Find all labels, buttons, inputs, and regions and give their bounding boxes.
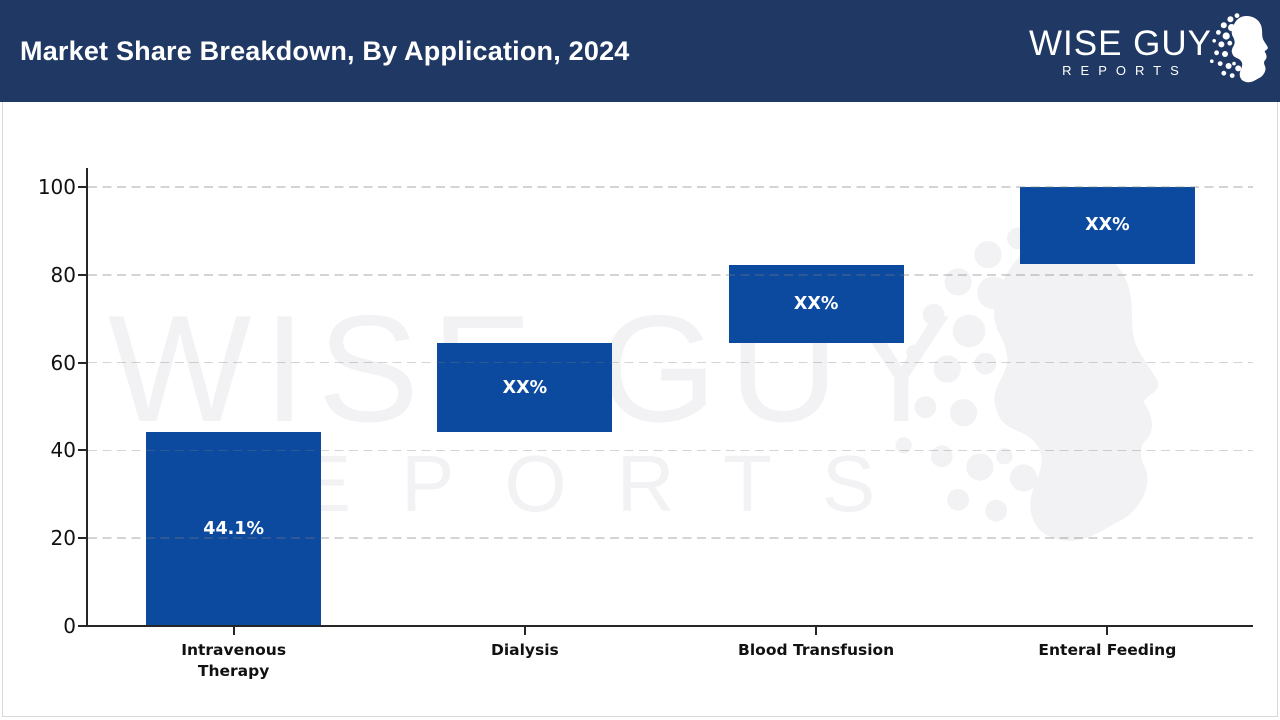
y-tick-label: 80 <box>50 262 76 287</box>
y-tick-label: 0 <box>63 614 76 638</box>
bar: XX% <box>437 342 613 433</box>
logo-text: WISE GUY REPORTS <box>1029 26 1212 77</box>
logo-wordmark: WISE GUY <box>1028 23 1212 63</box>
y-tick-mark <box>78 625 87 627</box>
x-category-label: Dialysis <box>490 641 559 659</box>
y-tick-mark <box>78 273 87 276</box>
logo-subtitle: REPORTS <box>1062 62 1188 78</box>
header-bar: Market Share Breakdown, By Application, … <box>0 0 1280 102</box>
y-tick-label: 40 <box>50 438 76 463</box>
gridline <box>88 537 1253 539</box>
x-category-label: Intravenous Therapy <box>181 641 287 680</box>
y-tick-mark <box>78 537 87 540</box>
bar-value-label: XX% <box>1085 215 1130 236</box>
x-tick-mark <box>523 627 526 635</box>
y-axis-line <box>86 168 88 627</box>
y-tick-label: 100 <box>37 175 76 199</box>
x-category-label: Enteral Feeding <box>1038 641 1177 659</box>
y-tick-label: 20 <box>50 526 76 551</box>
x-category-label: Blood Transfusion <box>738 641 895 659</box>
bar-value-label: XX% <box>793 293 839 314</box>
dotted-face-logo-icon <box>1204 12 1270 90</box>
bar: XX% <box>1019 187 1195 264</box>
y-tick-mark <box>78 449 87 452</box>
y-tick-mark <box>78 361 87 364</box>
bar-value-label: 44.1% <box>203 519 264 540</box>
y-tick-label: 60 <box>50 350 76 375</box>
gridline <box>88 274 1253 276</box>
x-tick-mark <box>232 627 235 635</box>
x-tick-mark <box>815 627 818 635</box>
bar: 44.1% <box>146 432 322 626</box>
bar: XX% <box>728 265 904 343</box>
page-title: Market Share Breakdown, By Application, … <box>20 35 630 66</box>
x-axis-line <box>86 625 1253 628</box>
y-tick-mark <box>78 186 87 188</box>
wise-guy-reports-logo: WISE GUY REPORTS <box>1029 12 1270 90</box>
x-tick-mark <box>1106 627 1109 635</box>
bar-value-label: XX% <box>502 377 548 398</box>
gridline <box>88 449 1253 452</box>
gridline <box>88 186 1253 188</box>
gridline <box>88 361 1253 364</box>
